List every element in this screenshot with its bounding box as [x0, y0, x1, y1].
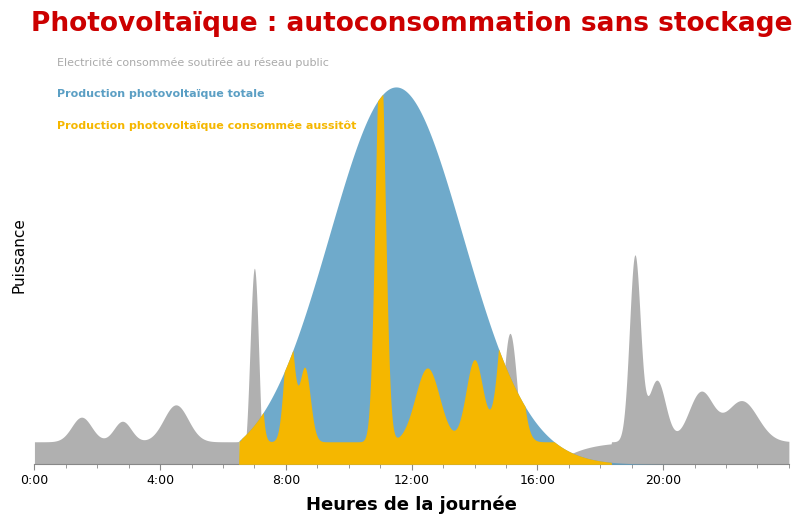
Text: Production photovoltaïque consommée aussitôt: Production photovoltaïque consommée auss…	[57, 120, 357, 131]
X-axis label: Heures de la journée: Heures de la journée	[306, 496, 517, 514]
Title: Photovoltaïque : autoconsommation sans stockage: Photovoltaïque : autoconsommation sans s…	[31, 11, 793, 37]
Y-axis label: Puissance: Puissance	[11, 217, 26, 292]
Text: Electricité consommée soutirée au réseau public: Electricité consommée soutirée au réseau…	[57, 58, 329, 68]
Text: Production photovoltaïque totale: Production photovoltaïque totale	[57, 89, 265, 99]
